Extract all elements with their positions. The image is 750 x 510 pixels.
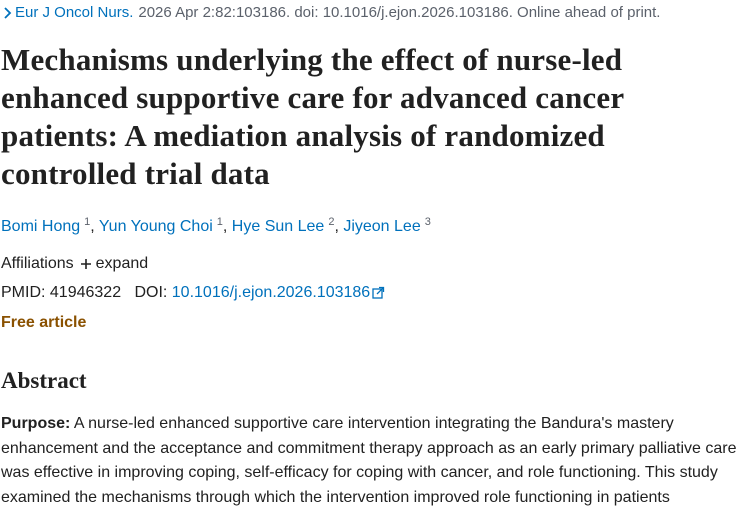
identifiers: PMID: 41946322 DOI: 10.1016/j.ejon.2026.…: [1, 284, 386, 302]
author: Jiyeon Lee 3: [343, 216, 431, 235]
pmid: 41946322: [49, 284, 122, 301]
doi-label: DOI:: [134, 284, 168, 301]
citation: Eur J Oncol Nurs. 2026 Apr 2:82:103186. …: [1, 4, 660, 21]
affiliations: Affiliations expand: [1, 255, 148, 273]
section-text: A nurse-led enhanced supportive care int…: [1, 415, 737, 506]
affiliations-label: Affiliations: [1, 255, 74, 272]
citation-details: 2026 Apr 2:82:103186. doi: 10.1016/j.ejo…: [138, 4, 661, 21]
doi-link[interactable]: 10.1016/j.ejon.2026.103186: [171, 284, 371, 301]
article-title: Mechanisms underlying the effect of nurs…: [1, 42, 624, 191]
affiliation-number[interactable]: 2: [328, 216, 335, 228]
journal-link[interactable]: Eur J Oncol Nurs.: [15, 4, 134, 21]
affiliation-number[interactable]: 1: [84, 216, 91, 228]
author-link[interactable]: Yun Young Choi: [98, 218, 213, 235]
external-link-icon: [372, 286, 385, 299]
author: Bomi Hong 1: [1, 216, 99, 235]
chevron-icon: [4, 6, 12, 19]
expand-toggle[interactable]: expand: [95, 255, 149, 272]
author-link[interactable]: Hye Sun Lee: [231, 218, 325, 235]
author-link[interactable]: Jiyeon Lee: [343, 218, 421, 235]
author-link[interactable]: Bomi Hong: [1, 218, 81, 235]
affiliation-number[interactable]: 1: [216, 216, 223, 228]
authors: Bomi Hong1Yun Young Choi1Hye Sun Lee2Jiy…: [1, 216, 431, 236]
pmid-label: PMID:: [1, 284, 46, 301]
section-label: Purpose:: [1, 415, 71, 432]
abstract-heading: Abstract: [1, 368, 87, 393]
free-article: Free article: [1, 314, 87, 331]
author: Yun Young Choi 1: [98, 216, 232, 235]
plus-icon[interactable]: [74, 257, 96, 271]
affiliation-number[interactable]: 3: [424, 216, 431, 228]
abstract-text: Purpose: A nurse-led enhanced supportive…: [1, 412, 749, 510]
author: Hye Sun Lee 2: [231, 216, 344, 235]
